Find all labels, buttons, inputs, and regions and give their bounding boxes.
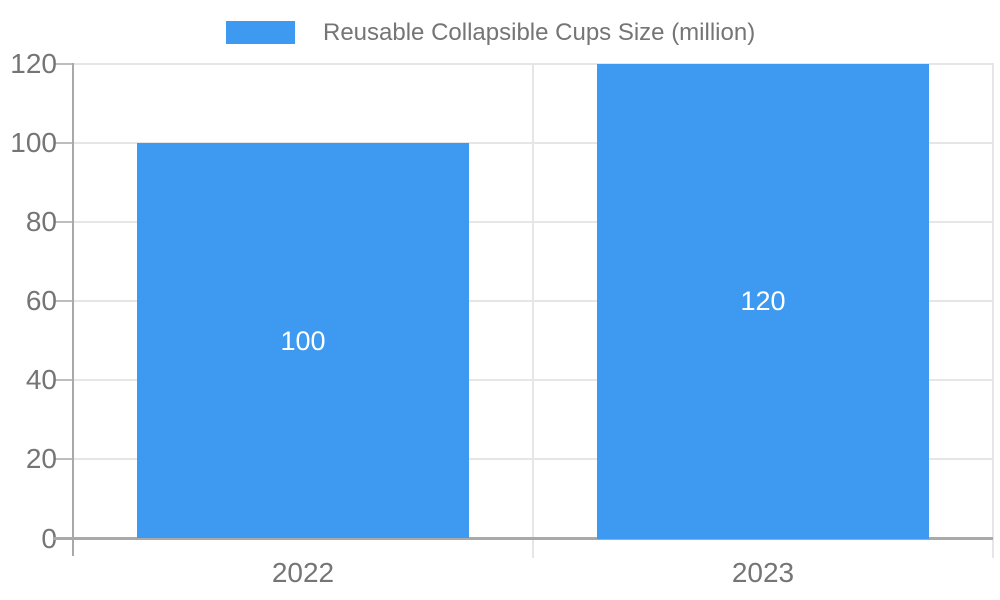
- category-divider: [532, 63, 534, 558]
- y-tick-mark: [55, 62, 72, 65]
- y-tick-mark: [55, 220, 72, 223]
- y-axis-label: 80: [25, 205, 57, 237]
- y-axis-label: 60: [25, 285, 57, 316]
- bar-2023[interactable]: [597, 63, 929, 539]
- bar-value-label: 100: [280, 325, 326, 356]
- y-tick-mark: [55, 458, 72, 461]
- y-tick-mark: [55, 300, 72, 302]
- legend-swatch: [226, 21, 295, 44]
- y-axis-label: 20: [25, 443, 57, 475]
- y-axis-label: 0: [41, 522, 57, 554]
- y-axis-line: [72, 63, 74, 556]
- x-axis-line: [53, 537, 993, 540]
- category-divider: [992, 63, 994, 558]
- bar-value-label: 120: [740, 286, 786, 316]
- y-axis-label: 120: [10, 47, 57, 79]
- y-axis-label: 100: [10, 126, 57, 158]
- y-axis-label: 40: [25, 364, 57, 396]
- y-tick-mark: [55, 379, 72, 382]
- x-axis-label: 2022: [271, 557, 335, 588]
- x-axis-label: 2023: [731, 557, 795, 588]
- legend-label: Reusable Collapsible Cups Size (million): [323, 19, 756, 46]
- y-tick-mark: [55, 141, 72, 144]
- legend[interactable]: Reusable Collapsible Cups Size (million): [0, 0, 1000, 56]
- bar-2022[interactable]: [137, 142, 469, 539]
